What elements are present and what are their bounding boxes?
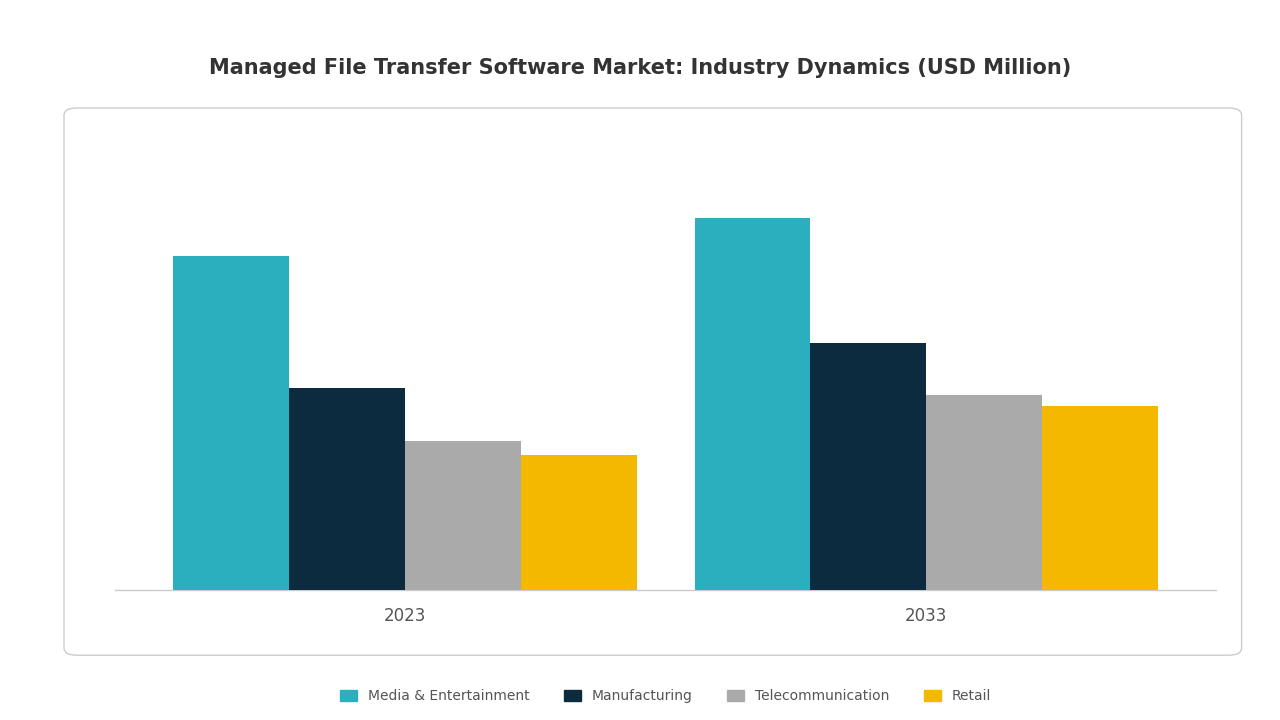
Bar [521, 454, 636, 590]
Text: Managed File Transfer Software Market: Industry Dynamics (USD Million): Managed File Transfer Software Market: I… [209, 58, 1071, 78]
Bar [289, 388, 404, 590]
Bar [404, 441, 521, 590]
Bar [1042, 406, 1158, 590]
Legend: Media & Entertainment, Manufacturing, Telecommunication, Retail: Media & Entertainment, Manufacturing, Te… [334, 684, 997, 709]
Bar [810, 343, 927, 590]
Bar [695, 217, 810, 590]
Bar [173, 256, 289, 590]
Bar [927, 395, 1042, 590]
